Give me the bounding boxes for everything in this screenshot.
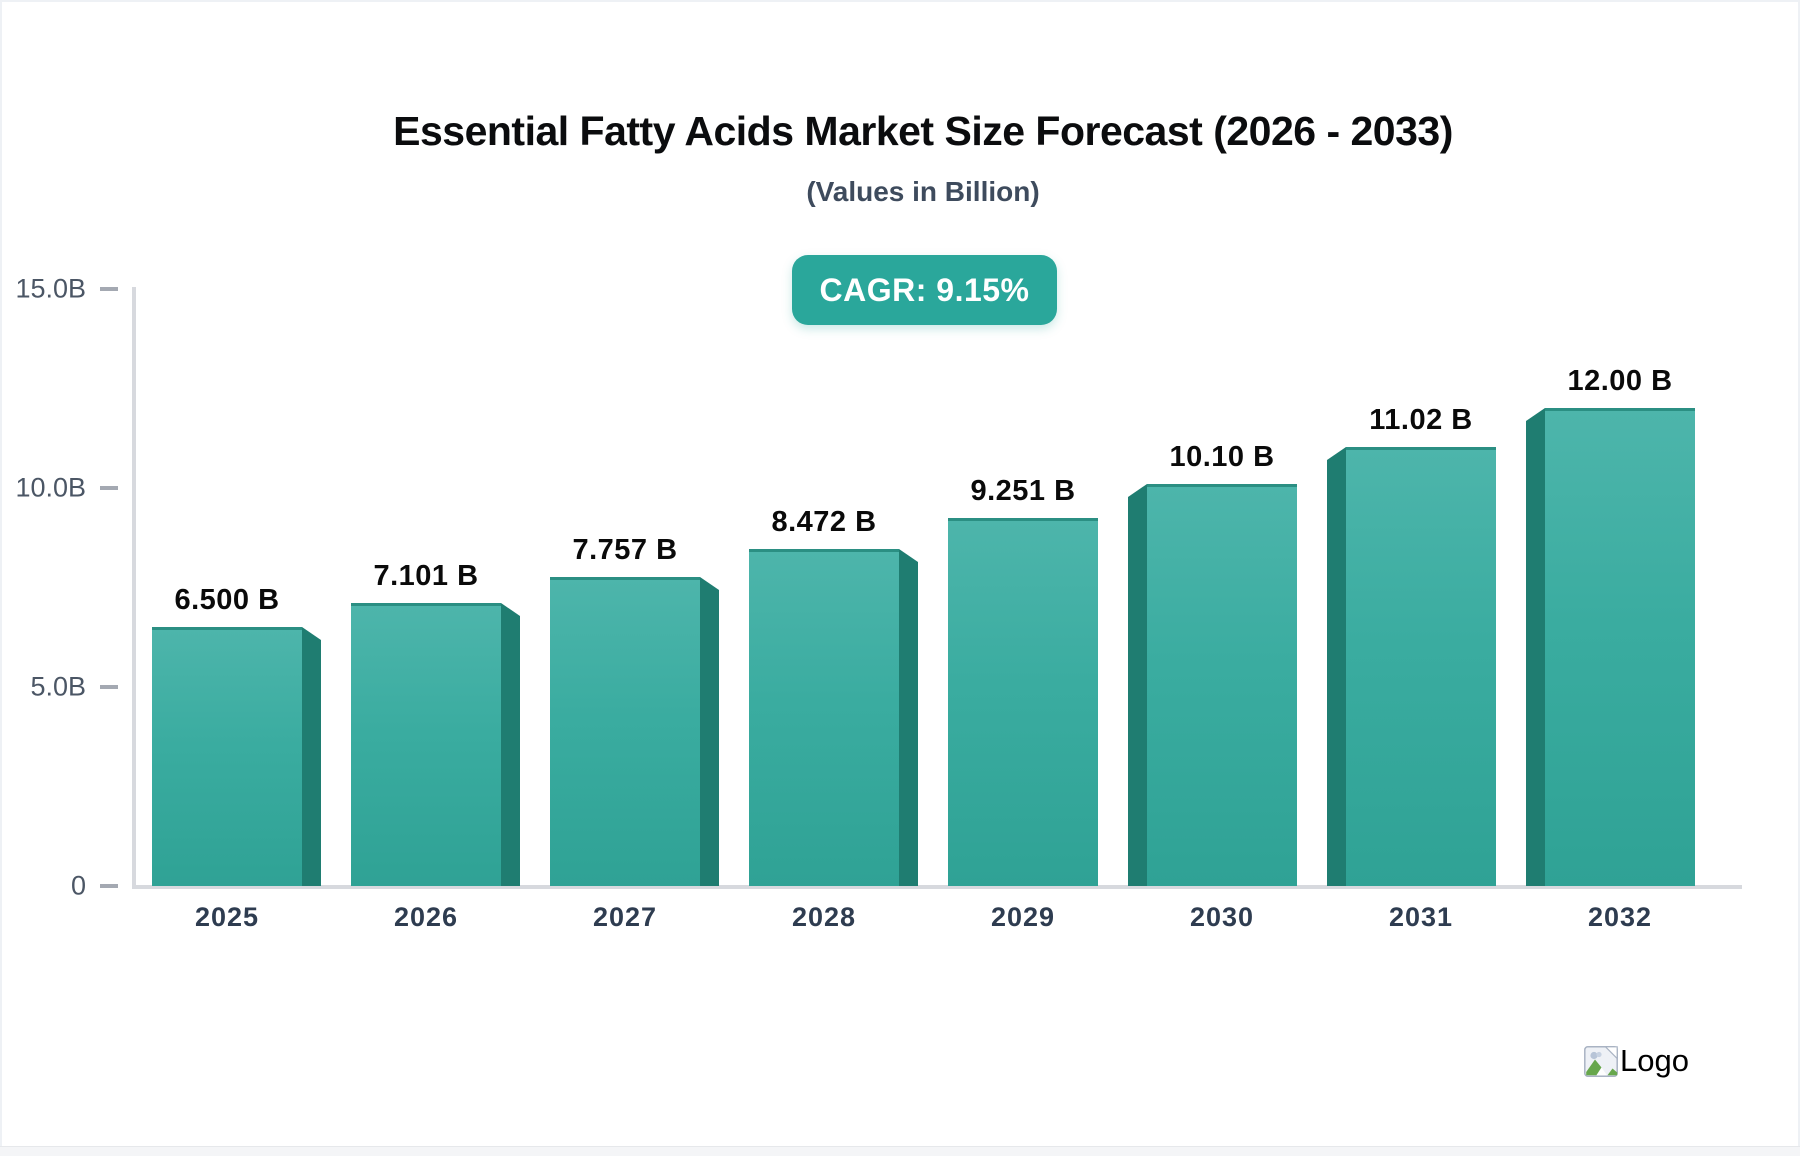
bottom-strip (0, 1146, 1800, 1156)
chart-title: Essential Fatty Acids Market Size Foreca… (393, 108, 1453, 154)
y-tick-mark (100, 287, 118, 291)
bar-2029[interactable] (948, 518, 1098, 886)
bar-value-label: 10.10 B (1169, 441, 1275, 473)
bar-3d-side (899, 549, 918, 886)
bar-3d-side (501, 603, 520, 886)
bar-2032[interactable] (1545, 408, 1695, 886)
x-axis-label: 2031 (1388, 902, 1454, 932)
bar-2030[interactable] (1147, 484, 1297, 886)
y-tick-mark (100, 884, 118, 888)
x-axis-label: 2027 (592, 902, 658, 932)
bar-3d-side (1128, 484, 1147, 886)
bar-3d-side (700, 577, 719, 886)
cagr-badge: CAGR: 9.15% (792, 255, 1057, 325)
y-tick-label: 15.0B (15, 273, 86, 304)
cagr-badge-label: CAGR: 9.15% (819, 271, 1030, 308)
bar-2025[interactable] (152, 627, 302, 886)
bar-value-label: 12.00 B (1567, 365, 1673, 397)
x-axis-line (132, 885, 1742, 889)
y-tick-mark (100, 486, 118, 490)
y-tick-label: 5.0B (30, 671, 86, 702)
bar-3d-side (302, 627, 321, 886)
logo-alt-text: Logo (1620, 1043, 1689, 1078)
bar-value-label: 9.251 B (970, 475, 1076, 507)
bar-2027[interactable] (550, 577, 700, 886)
bar-value-label: 8.472 B (771, 506, 877, 538)
x-axis-label: 2025 (194, 902, 260, 932)
chart-subtitle: (Values in Billion) (806, 176, 1040, 207)
logo: Logo (1584, 1038, 1689, 1084)
bar-value-label: 11.02 B (1369, 404, 1473, 436)
bar-2031[interactable] (1346, 447, 1496, 886)
bar-value-label: 7.101 B (373, 560, 479, 592)
x-axis-label: 2032 (1587, 902, 1653, 932)
x-axis-label: 2029 (990, 902, 1056, 932)
bar-3d-side (1526, 408, 1545, 886)
bar-value-label: 6.500 B (174, 584, 280, 616)
broken-image-icon (1584, 1045, 1618, 1077)
y-tick-mark (100, 685, 118, 689)
x-axis-label: 2030 (1189, 902, 1255, 932)
y-tick-label: 0 (70, 870, 86, 901)
bar-value-label: 7.757 B (572, 534, 678, 566)
bar-3d-side (1327, 447, 1346, 886)
bar-2026[interactable] (351, 603, 501, 886)
y-axis-line (132, 287, 136, 888)
bar-2028[interactable] (749, 549, 899, 886)
x-axis-label: 2028 (791, 902, 857, 932)
x-axis-label: 2026 (393, 902, 459, 932)
y-tick-label: 10.0B (15, 472, 86, 503)
